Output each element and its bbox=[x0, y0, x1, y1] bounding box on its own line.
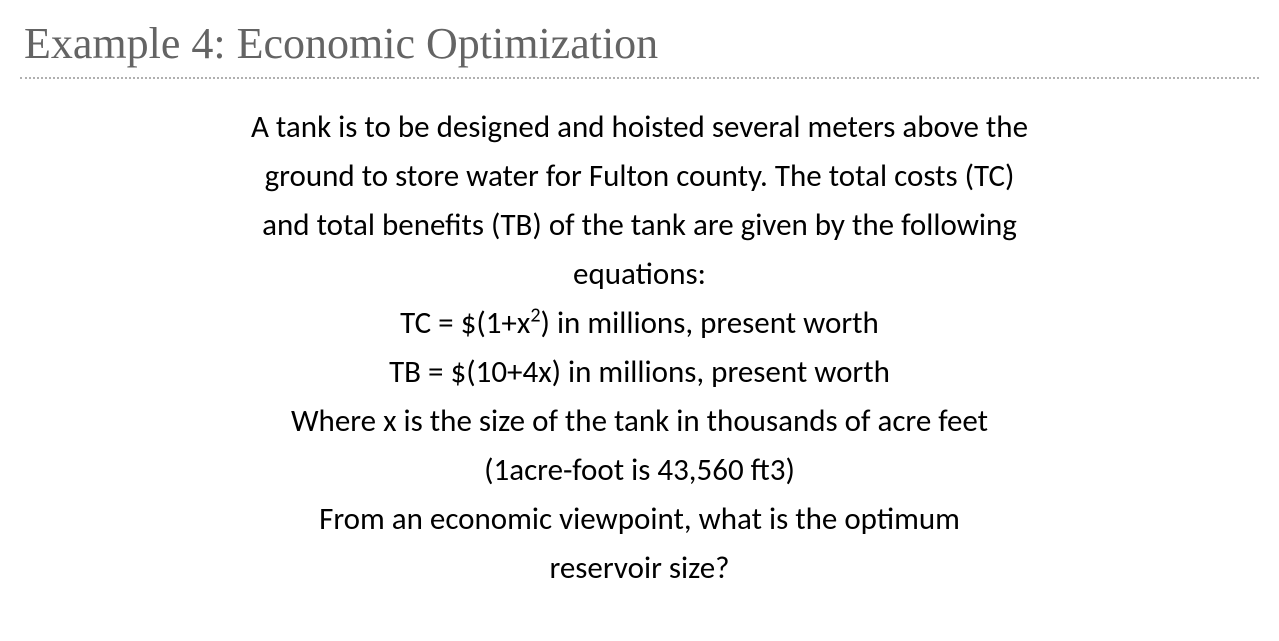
body-line-4: equations: bbox=[120, 250, 1159, 299]
body-line-8: (1acre-foot is 43,560 ft3) bbox=[120, 446, 1159, 495]
body-line-10: reservoir size? bbox=[120, 544, 1159, 593]
slide-content: A tank is to be designed and hoisted sev… bbox=[20, 103, 1259, 593]
body-line-1: A tank is to be designed and hoisted sev… bbox=[120, 103, 1159, 152]
body-line-5: TC = $(1+x2) in millions, present worth bbox=[120, 299, 1159, 348]
slide-container: Example 4: Economic Optimization A tank … bbox=[0, 0, 1279, 641]
body-line-7: Where x is the size of the tank in thous… bbox=[120, 397, 1159, 446]
line5-superscript: 2 bbox=[530, 304, 540, 328]
title-divider bbox=[20, 77, 1259, 79]
body-line-6: TB = $(10+4x) in millions, present worth bbox=[120, 348, 1159, 397]
slide-title: Example 4: Economic Optimization bbox=[20, 18, 1259, 69]
line5-post: ) in millions, present worth bbox=[541, 304, 879, 342]
body-line-3: and total benefits (TB) of the tank are … bbox=[120, 201, 1159, 250]
line5-pre: TC = $(1+x bbox=[400, 304, 530, 342]
body-line-9: From an economic viewpoint, what is the … bbox=[120, 495, 1159, 544]
body-line-2: ground to store water for Fulton county.… bbox=[120, 152, 1159, 201]
